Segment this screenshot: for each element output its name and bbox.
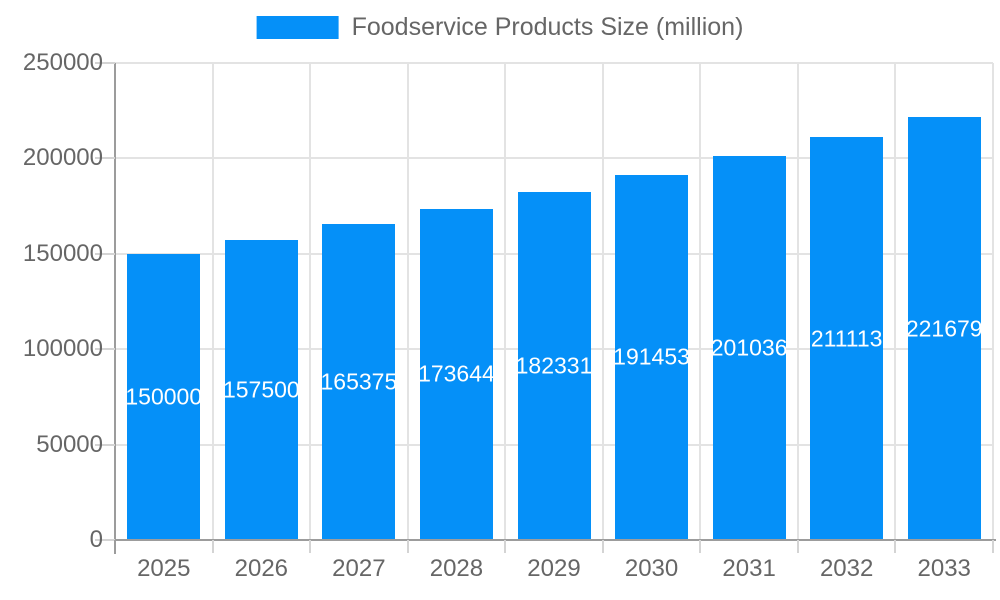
bar: 173644 xyxy=(419,208,493,540)
y-tick-label: 150000 xyxy=(22,239,103,267)
gridline-vertical xyxy=(601,63,604,540)
bar-value-label: 182331 xyxy=(517,352,591,379)
x-axis-tick xyxy=(894,540,897,553)
x-axis-tick xyxy=(211,540,214,553)
x-tick-label: 2032 xyxy=(819,555,874,582)
x-axis-tick xyxy=(114,540,116,553)
x-tick-label: 2033 xyxy=(917,555,971,582)
x-axis-tick xyxy=(699,540,702,553)
plot-area: 150000 157500 165375 173644 182331 191453 2010… xyxy=(115,62,994,540)
bar-value-label: 221679 xyxy=(907,315,981,342)
bar: 165375 xyxy=(322,224,396,540)
y-tick-label: 250000 xyxy=(22,49,103,76)
gridline-vertical xyxy=(992,63,994,540)
y-tick-label: 200000 xyxy=(22,144,103,172)
bar: 221679 xyxy=(907,117,981,540)
gridline-horizontal xyxy=(115,62,993,64)
gridline-vertical xyxy=(699,63,702,540)
x-axis-tick xyxy=(601,540,604,553)
y-tick-label: 0 xyxy=(89,526,103,553)
x-axis-tick xyxy=(406,540,409,553)
x-tick-label: 2031 xyxy=(722,555,776,582)
legend-label: Foodservice Products Size (million) xyxy=(351,13,744,41)
chart-legend-item[interactable]: Foodservice Products Size (million) xyxy=(256,13,744,42)
x-axis-tick xyxy=(796,540,799,553)
x-tick-label: 2029 xyxy=(527,555,581,582)
x-axis-tick xyxy=(309,540,312,553)
gridline-vertical xyxy=(796,63,799,540)
x-axis-tick xyxy=(992,540,994,553)
gridline-vertical xyxy=(894,63,897,540)
bar: 211113 xyxy=(810,137,884,540)
y-axis-tick xyxy=(95,539,115,541)
bar-value-label: 173644 xyxy=(419,360,493,387)
gridline-vertical xyxy=(211,63,214,540)
y-axis-tick xyxy=(95,62,115,64)
bar-value-label: 165375 xyxy=(322,368,396,395)
bar: 182331 xyxy=(517,192,591,540)
x-axis-tick xyxy=(504,540,507,553)
bar-value-label: 150000 xyxy=(127,383,201,410)
bar: 157500 xyxy=(224,239,298,540)
x-tick-label: 2026 xyxy=(234,555,289,582)
x-tick-label: 2027 xyxy=(332,555,386,582)
bar: 201036 xyxy=(712,156,786,540)
x-tick-label: 2030 xyxy=(624,555,679,582)
bar-value-label: 157500 xyxy=(224,376,298,403)
y-axis-tick xyxy=(95,348,115,351)
bar-value-label: 191453 xyxy=(615,343,689,370)
x-tick-label: 2028 xyxy=(429,555,484,582)
y-tick-label: 50000 xyxy=(36,430,103,458)
bar-value-label: 211113 xyxy=(810,325,883,352)
bar-value-label: 201036 xyxy=(712,334,786,361)
y-tick-label: 100000 xyxy=(22,335,103,363)
legend-swatch xyxy=(256,16,339,40)
bar: 150000 xyxy=(127,253,201,540)
y-axis-tick xyxy=(95,443,115,446)
gridline-vertical xyxy=(406,63,409,540)
y-axis-tick xyxy=(95,252,115,255)
x-tick-label: 2025 xyxy=(137,555,191,582)
bar: 191453 xyxy=(615,174,689,540)
y-axis-tick xyxy=(95,157,115,160)
gridline-vertical xyxy=(504,63,507,540)
gridline-vertical xyxy=(309,63,312,540)
